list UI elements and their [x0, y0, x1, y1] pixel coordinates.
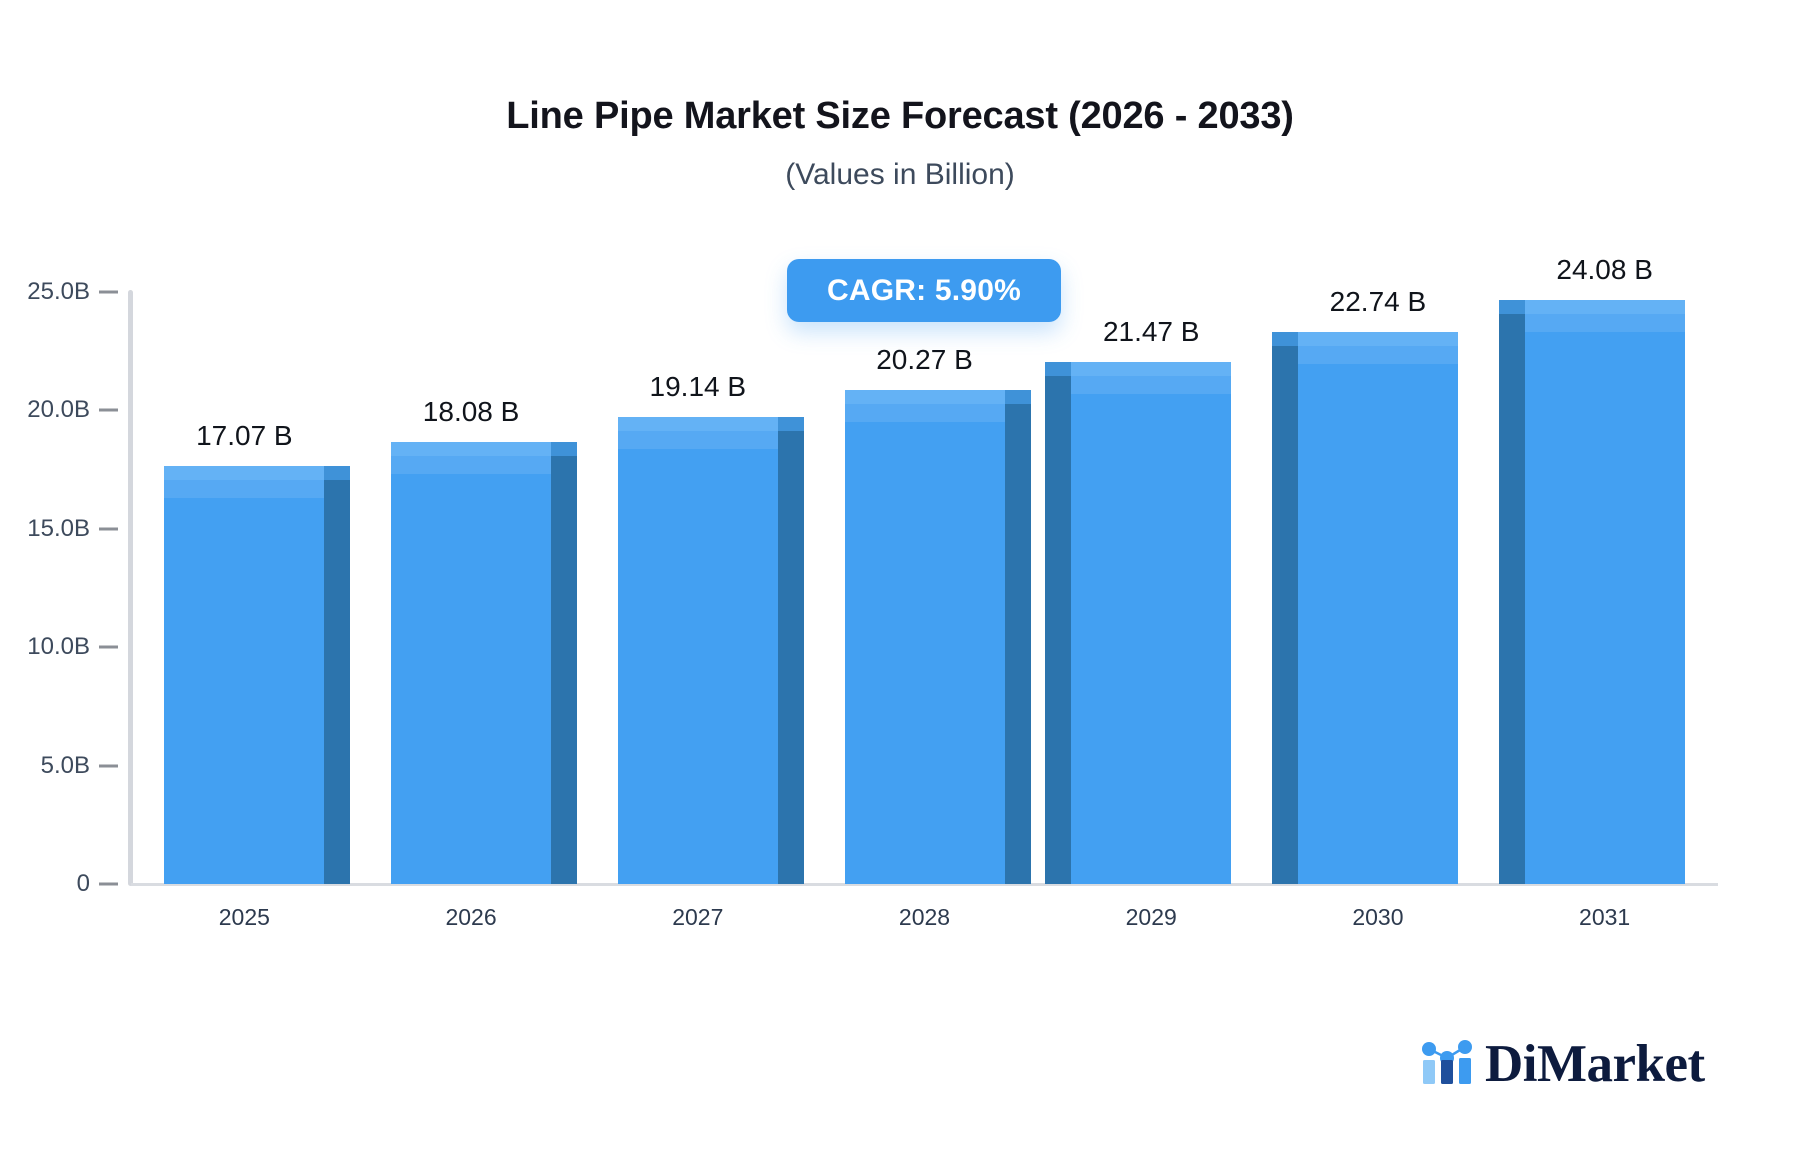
dimarket-logo: DiMarket	[1421, 1038, 1705, 1091]
bar-value-label: 17.07 B	[196, 419, 293, 451]
y-tick-mark	[99, 527, 118, 531]
bar-front-face	[844, 404, 1005, 884]
logo-wordmark: DiMarket	[1485, 1035, 1705, 1093]
bar-top-side-wedge	[1271, 331, 1298, 346]
bar-side-face	[777, 430, 804, 884]
bar-top-side-wedge	[777, 416, 804, 431]
bar-top-face	[1071, 361, 1232, 376]
bar-top-face	[1297, 331, 1458, 346]
bar-top-side-wedge	[1498, 299, 1525, 314]
y-axis-line	[128, 290, 133, 886]
y-tick-label: 20.0B	[27, 396, 90, 424]
bar-side-face	[1271, 345, 1298, 884]
bar-side-face	[324, 479, 351, 884]
bar-value-label: 18.08 B	[422, 395, 520, 427]
bar-front-face	[1071, 375, 1232, 884]
chart-subtitle: (Values in Billion)	[785, 157, 1015, 191]
x-tick-label: 2025	[218, 904, 270, 930]
cagr-badge: CAGR: 5.90%	[787, 259, 1061, 322]
bar-value-label: 20.27 B	[876, 344, 973, 375]
bar-top-side-wedge	[324, 465, 351, 480]
bar-front-face	[391, 455, 552, 884]
bar-value-label: 21.47 B	[1102, 315, 1200, 347]
chart-header: Line Pipe Market Size Forecast (2026 - 2…	[0, 95, 1800, 191]
x-tick-label: 2028	[898, 904, 951, 930]
bar-top-side-wedge	[1004, 390, 1031, 404]
y-tick-label: 5.0B	[40, 751, 90, 779]
bar-value-label: 19.14 B	[649, 370, 747, 402]
bar-value-label: 24.08 B	[1556, 253, 1653, 285]
y-tick-mark	[99, 764, 118, 768]
page-title: Line Pipe Market Size Forecast (2026 - 2…	[506, 95, 1294, 137]
bar-side-face	[1004, 404, 1031, 884]
bar-top-face	[617, 416, 778, 431]
bar-side-face	[551, 455, 578, 884]
bar-2026	[391, 441, 578, 884]
y-tick-mark	[99, 645, 118, 649]
x-tick-label: 2031	[1579, 904, 1631, 930]
bar-front-face	[164, 479, 325, 884]
bar-top-face	[844, 390, 1005, 404]
y-tick-mark	[99, 882, 118, 886]
cagr-badge-label: CAGR: 5.90%	[827, 273, 1021, 307]
x-axis-line	[131, 883, 1718, 886]
bar-front-face	[617, 430, 778, 884]
y-tick-mark	[99, 408, 118, 412]
y-tick-label: 10.0B	[27, 633, 90, 661]
bar-side-face	[1045, 375, 1072, 884]
bar-chart-icon	[1421, 1038, 1473, 1091]
bar-front-face	[1524, 313, 1685, 884]
bar-2031	[1498, 299, 1685, 884]
y-tick-mark	[99, 290, 118, 294]
y-tick-label: 0	[76, 870, 90, 897]
y-tick-label: 25.0B	[27, 278, 90, 305]
bar-value-label: 22.74 B	[1329, 285, 1427, 317]
x-tick-label: 2030	[1352, 904, 1404, 930]
bar-side-face	[1498, 313, 1525, 884]
bar-2028	[844, 390, 1031, 884]
bar-2029	[1045, 361, 1232, 884]
bar-top-side-wedge	[1045, 361, 1072, 376]
bar-2027	[617, 416, 804, 884]
x-tick-label: 2027	[672, 904, 724, 930]
bar-top-side-wedge	[551, 441, 578, 456]
bar-top-face	[164, 465, 325, 480]
x-tick-label: 2029	[1125, 904, 1177, 930]
bar-top-face	[391, 441, 552, 456]
bar-top-face	[1524, 299, 1685, 314]
y-tick-label: 15.0B	[27, 514, 90, 542]
bar-2030	[1271, 331, 1458, 884]
bar-front-face	[1297, 345, 1458, 884]
x-tick-label: 2026	[445, 904, 497, 930]
bar-2025	[164, 465, 351, 884]
